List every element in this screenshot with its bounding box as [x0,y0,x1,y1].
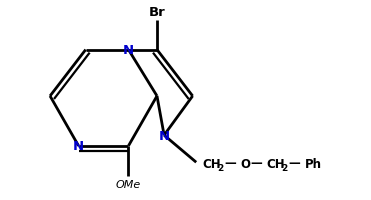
Text: CH: CH [266,157,285,170]
Text: 2: 2 [217,164,224,173]
Text: —: — [250,157,262,170]
Text: OMe: OMe [116,179,141,189]
Text: 2: 2 [282,164,288,173]
Text: Ph: Ph [305,157,322,170]
Text: N: N [123,44,134,57]
Text: —: — [289,157,301,170]
Text: Br: Br [149,5,165,18]
Text: N: N [73,140,84,153]
Text: —: — [225,157,236,170]
Text: CH: CH [202,157,220,170]
Text: O: O [240,157,250,170]
Text: N: N [158,129,170,142]
